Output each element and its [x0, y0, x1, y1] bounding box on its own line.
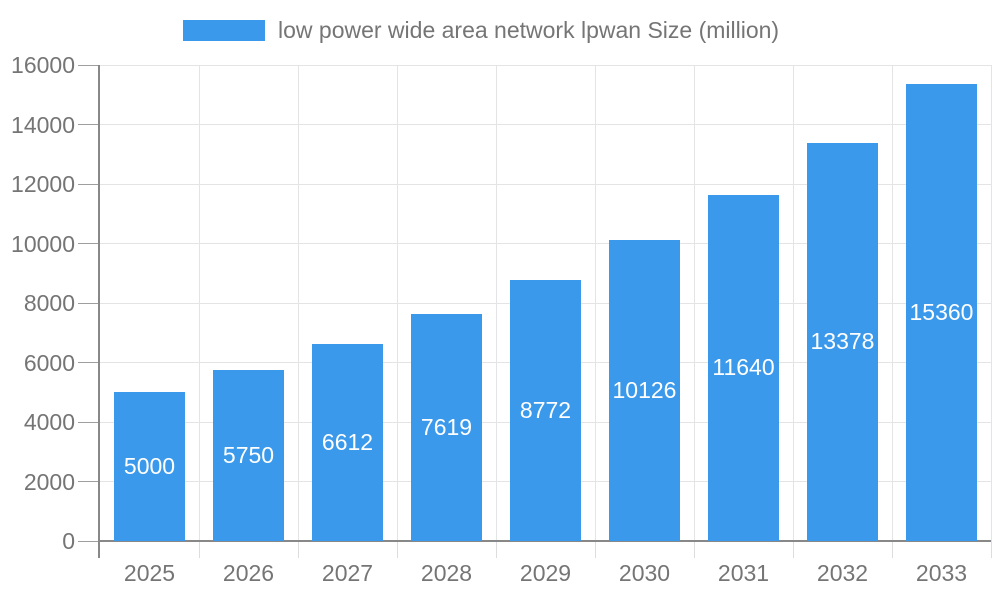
gridline-vertical [198, 65, 200, 541]
x-tick-label: 2031 [717, 560, 770, 586]
gridline-vertical [990, 65, 992, 541]
y-axis-tick [78, 421, 100, 423]
bar: 11640 [708, 194, 779, 541]
bar-value-label: 13378 [810, 328, 875, 355]
y-axis-tick [78, 243, 100, 244]
x-tick-label: 2033 [915, 560, 968, 586]
bar-value-label: 10126 [612, 376, 677, 403]
bar: 8772 [510, 280, 581, 541]
y-tick-label: 0 [62, 528, 75, 554]
gridline-vertical [792, 65, 794, 541]
bar: 7619 [411, 314, 482, 541]
x-tick-label: 2026 [222, 560, 275, 586]
bar-value-label: 7619 [420, 414, 473, 441]
bar: 15360 [906, 84, 977, 541]
gridline-vertical [297, 65, 299, 541]
x-axis-tick [693, 541, 695, 558]
bar-value-label: 6612 [321, 429, 374, 456]
gridline-horizontal [100, 183, 991, 185]
y-tick-label: 14000 [11, 111, 75, 138]
y-tick-label: 16000 [11, 52, 75, 78]
y-axis-tick [78, 302, 100, 304]
bar: 6612 [312, 344, 383, 541]
x-axis-line [98, 540, 991, 542]
gridline-horizontal [100, 124, 991, 125]
gridline-vertical [594, 65, 596, 541]
x-tick-label: 2032 [816, 560, 869, 586]
y-axis-tick [78, 362, 100, 363]
x-tick-label: 2025 [123, 560, 176, 586]
gridline-vertical [495, 65, 497, 541]
bar-value-label: 15360 [909, 299, 974, 325]
bar-value-label: 5750 [222, 441, 275, 468]
y-axis-tick [78, 124, 100, 125]
x-axis-tick [891, 541, 893, 558]
x-axis-tick [594, 541, 596, 558]
gridline-horizontal [100, 64, 991, 66]
gridline-vertical [693, 65, 695, 541]
y-tick-label: 8000 [23, 290, 75, 316]
y-axis-tick [78, 183, 100, 185]
bar-value-label: 11640 [712, 354, 775, 381]
x-axis-tick [990, 541, 992, 558]
bar: 13378 [807, 143, 878, 541]
x-tick-label: 2028 [420, 560, 473, 586]
x-axis-tick [396, 541, 398, 558]
bar: 5750 [213, 369, 284, 541]
y-axis-tick [78, 540, 100, 542]
y-axis-line [98, 65, 100, 558]
bar-value-label: 5000 [123, 453, 176, 480]
x-axis-tick [297, 541, 299, 558]
bar-value-label: 8772 [519, 397, 572, 423]
x-tick-label: 2027 [321, 560, 374, 586]
y-tick-label: 4000 [23, 409, 75, 435]
x-tick-label: 2029 [519, 560, 572, 586]
legend: low power wide area network lpwan Size (… [183, 17, 779, 44]
legend-swatch [183, 20, 265, 41]
y-axis-tick [78, 481, 100, 482]
gridline-horizontal [100, 243, 991, 244]
x-axis-tick [495, 541, 497, 558]
y-tick-label: 6000 [23, 349, 75, 376]
legend-label: low power wide area network lpwan Size (… [278, 17, 780, 43]
y-axis-tick [78, 64, 100, 66]
y-tick-label: 10000 [11, 230, 75, 257]
gridline-vertical [396, 65, 398, 541]
y-tick-label: 2000 [23, 468, 75, 495]
x-axis-tick [792, 541, 794, 558]
bar: 5000 [114, 392, 185, 541]
x-tick-label: 2030 [618, 560, 671, 586]
y-tick-label: 12000 [11, 171, 75, 197]
gridline-vertical [891, 65, 893, 541]
bar: 10126 [609, 239, 680, 541]
x-axis-tick [198, 541, 200, 558]
